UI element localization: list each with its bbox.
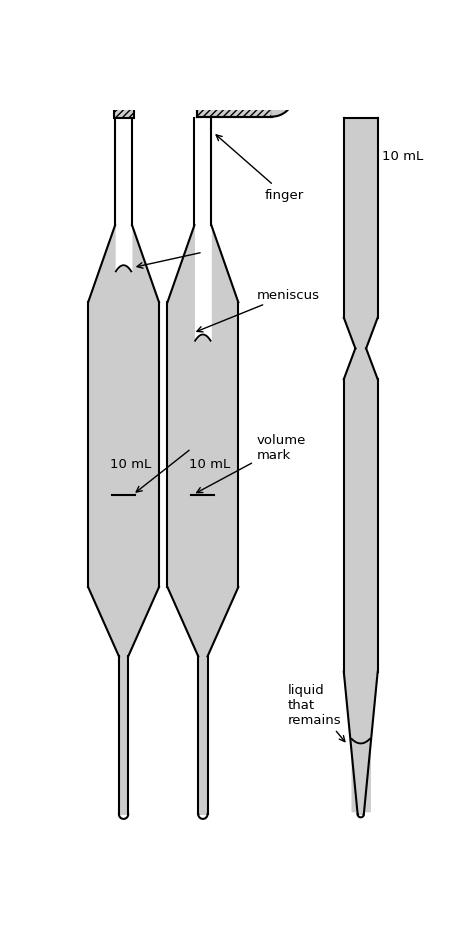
- Text: 10 mL: 10 mL: [189, 458, 230, 470]
- Text: 10 mL: 10 mL: [383, 150, 424, 163]
- Text: rubber bulb: rubber bulb: [0, 927, 1, 928]
- Polygon shape: [167, 119, 238, 815]
- Polygon shape: [272, 73, 294, 118]
- Polygon shape: [88, 119, 159, 815]
- Text: liquid
that
remains: liquid that remains: [288, 684, 345, 741]
- Text: finger: finger: [216, 135, 304, 201]
- Text: meniscus: meniscus: [197, 289, 320, 332]
- Bar: [197, 73, 272, 118]
- Text: volume
mark: volume mark: [197, 433, 306, 493]
- Polygon shape: [344, 119, 378, 815]
- Bar: [114, 97, 134, 119]
- Bar: [197, 73, 272, 118]
- Text: 10 mL: 10 mL: [109, 458, 151, 470]
